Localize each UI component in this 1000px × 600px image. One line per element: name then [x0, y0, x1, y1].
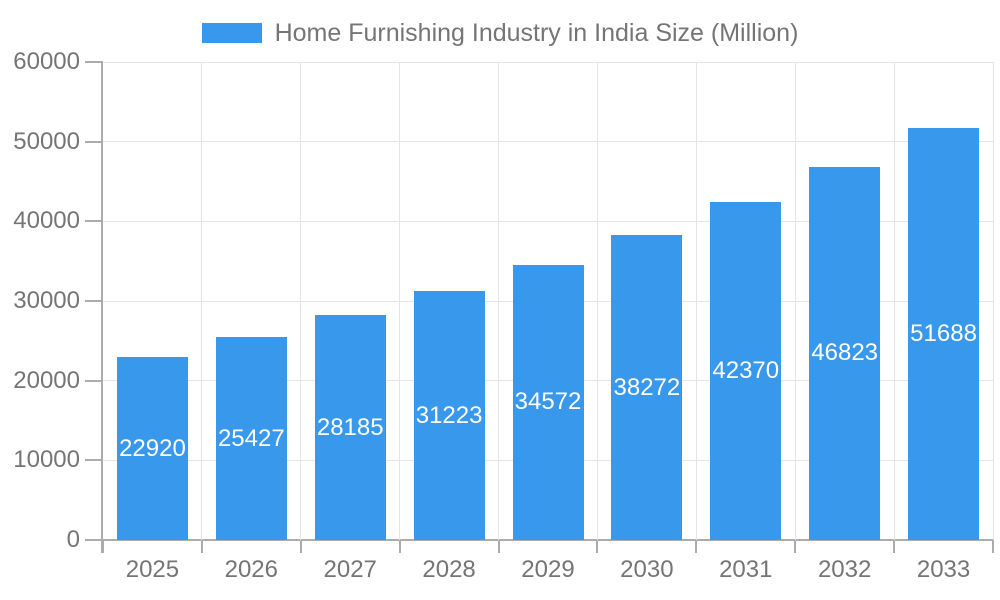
v-gridline: [399, 62, 401, 540]
y-axis: 0 10000 20000 30000 40000 50000 60000: [0, 49, 103, 553]
y-tick-label: 40000: [13, 207, 80, 235]
bar-value-label: 38272: [613, 373, 681, 401]
x-tick-mark: [893, 540, 896, 553]
v-gridline: [300, 62, 302, 540]
x-tick-mark: [794, 540, 797, 553]
y-tick-label: 30000: [13, 287, 80, 314]
y-tick-mark: [85, 539, 103, 541]
y-tick-label: 10000: [13, 446, 80, 474]
bar-value-label: 34572: [514, 388, 582, 416]
v-gridline: [695, 62, 697, 540]
bar-value-label: 28185: [316, 413, 384, 441]
x-tick-label: 2033: [916, 556, 971, 583]
bar-2033[interactable]: 51688: [908, 128, 980, 540]
y-tick-label: 60000: [13, 48, 80, 75]
bar-value-label: 25427: [217, 424, 285, 452]
legend-swatch-icon: [201, 23, 262, 43]
bar-value-label: 22920: [119, 434, 186, 462]
x-axis-line: [85, 539, 993, 541]
x-tick-label: 2026: [224, 556, 278, 583]
x-tick-mark: [398, 540, 401, 553]
bar-2026[interactable]: 25427: [215, 337, 287, 540]
y-tick-label: 0: [66, 526, 80, 553]
x-tick-mark: [299, 540, 302, 553]
h-gridline: [103, 61, 993, 63]
v-gridline: [893, 62, 895, 540]
bar-2031[interactable]: 42370: [710, 202, 782, 540]
y-axis-line: [101, 62, 103, 553]
bar-2029[interactable]: 34572: [512, 264, 584, 540]
x-axis: 2025 2026 2027 2028 2029 2030 2031 2032 2033: [102, 540, 994, 600]
x-tick-label: 2030: [620, 556, 674, 583]
v-gridline: [201, 62, 203, 540]
y-tick-mark: [85, 459, 103, 462]
x-tick-label: 2025: [125, 556, 180, 583]
bar-value-label: 42370: [712, 357, 780, 385]
x-tick-label: 2029: [521, 556, 575, 583]
v-gridline: [992, 62, 994, 540]
x-tick-label: 2027: [323, 556, 377, 583]
legend[interactable]: Home Furnishing Industry in India Size (…: [0, 18, 1000, 47]
h-gridline: [103, 220, 993, 222]
x-tick-label: 2032: [817, 556, 872, 583]
y-tick-label: 20000: [13, 366, 80, 394]
x-tick-label: 2031: [719, 556, 773, 583]
bar-value-label: 31223: [415, 401, 483, 429]
v-gridline: [498, 62, 500, 540]
h-gridline: [103, 141, 993, 143]
y-tick-label: 50000: [13, 127, 80, 155]
bar-2028[interactable]: 31223: [413, 291, 485, 540]
y-tick-mark: [85, 140, 103, 143]
x-tick-label: 2028: [422, 556, 476, 583]
x-tick-mark: [695, 540, 698, 553]
bar-2032[interactable]: 46823: [809, 166, 881, 540]
plot-area: 22920 25427 28185 31223 34572 38272 42370 46823…: [103, 61, 994, 540]
legend-label: Home Furnishing Industry in India Size (…: [274, 18, 799, 47]
bar-2025[interactable]: 22920: [116, 357, 188, 540]
x-tick-mark: [497, 540, 500, 553]
y-tick-mark: [85, 61, 103, 63]
v-gridline: [794, 62, 796, 540]
bar-value-label: 46823: [811, 339, 879, 367]
y-tick-mark: [85, 220, 103, 223]
x-tick-mark: [596, 540, 599, 553]
bar-2027[interactable]: 28185: [314, 315, 386, 540]
y-tick-mark: [85, 379, 103, 382]
x-tick-mark: [102, 540, 104, 553]
x-tick-mark: [200, 540, 203, 553]
bar-2030[interactable]: 38272: [611, 235, 683, 540]
y-tick-mark: [85, 300, 103, 302]
v-gridline: [596, 62, 598, 540]
bar-value-label: 51688: [910, 320, 977, 348]
x-tick-mark: [992, 540, 994, 553]
